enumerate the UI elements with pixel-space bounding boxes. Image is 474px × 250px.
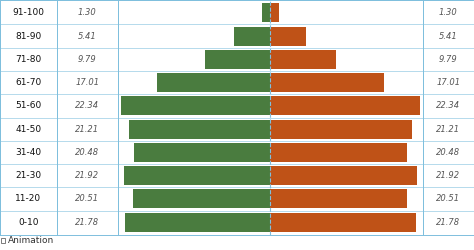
Polygon shape	[0, 238, 5, 243]
Bar	[157, 73, 270, 92]
Bar	[270, 213, 416, 232]
Text: 31-40: 31-40	[15, 148, 41, 157]
Text: 22.34: 22.34	[436, 101, 460, 110]
Text: 21-30: 21-30	[15, 171, 41, 180]
Text: 5.41: 5.41	[78, 32, 97, 40]
Text: 20.51: 20.51	[436, 194, 460, 203]
Text: 17.01: 17.01	[75, 78, 100, 87]
Text: 81-90: 81-90	[15, 32, 42, 40]
Text: 20.48: 20.48	[436, 148, 460, 157]
Bar	[124, 166, 270, 185]
Text: 20.51: 20.51	[75, 194, 100, 203]
Text: 11-20: 11-20	[15, 194, 41, 203]
Text: 22.34: 22.34	[75, 101, 100, 110]
Text: 91-100: 91-100	[12, 8, 45, 17]
Text: 21.92: 21.92	[75, 171, 100, 180]
Text: 1.30: 1.30	[439, 8, 458, 17]
Bar	[134, 190, 270, 208]
Text: 9.79: 9.79	[439, 55, 458, 64]
Text: 71-80: 71-80	[15, 55, 42, 64]
Bar	[205, 50, 270, 69]
Bar	[125, 213, 270, 232]
Bar	[270, 143, 407, 162]
Text: 20.48: 20.48	[75, 148, 100, 157]
Bar	[270, 96, 419, 116]
Bar	[270, 3, 279, 22]
Bar	[262, 3, 270, 22]
Bar	[270, 166, 417, 185]
Bar	[270, 190, 407, 208]
Bar	[121, 96, 270, 116]
Bar	[270, 26, 307, 46]
Text: 17.01: 17.01	[436, 78, 460, 87]
Text: 5.41: 5.41	[439, 32, 458, 40]
Text: 0-10: 0-10	[18, 218, 38, 227]
Text: 21.92: 21.92	[436, 171, 460, 180]
Bar	[270, 120, 412, 139]
Bar	[129, 120, 270, 139]
Text: Animation: Animation	[8, 236, 54, 244]
Text: 1.30: 1.30	[78, 8, 97, 17]
Bar	[270, 50, 336, 69]
Bar	[270, 73, 384, 92]
Text: 21.21: 21.21	[75, 125, 100, 134]
Text: 21.78: 21.78	[75, 218, 100, 227]
Text: 51-60: 51-60	[15, 101, 42, 110]
Bar	[134, 143, 270, 162]
Text: 9.79: 9.79	[78, 55, 97, 64]
Text: 41-50: 41-50	[15, 125, 41, 134]
Bar	[234, 26, 270, 46]
Text: 21.21: 21.21	[436, 125, 460, 134]
Text: 21.78: 21.78	[436, 218, 460, 227]
Text: 61-70: 61-70	[15, 78, 42, 87]
